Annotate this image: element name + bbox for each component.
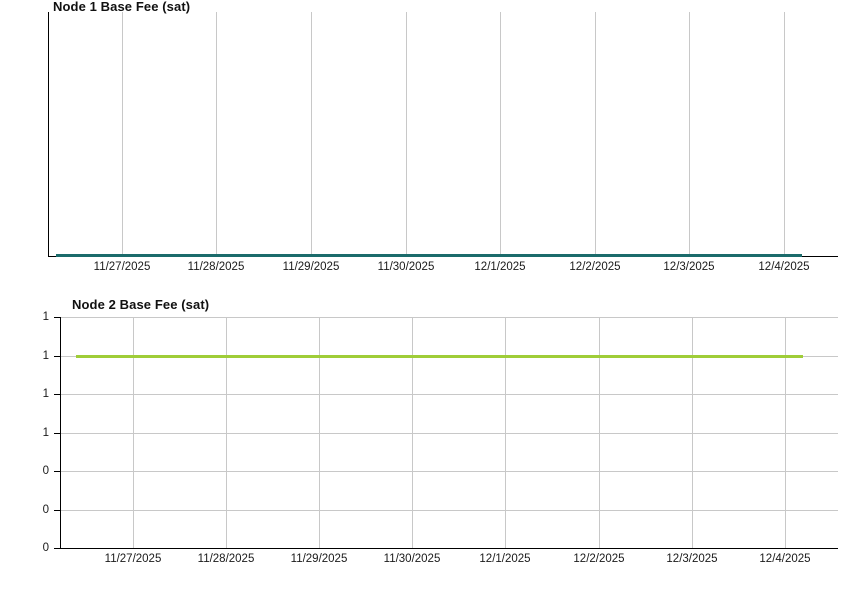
chart-node2-y-tick-mark [54,433,60,434]
chart-node1-gridline [595,12,596,256]
chart-node2-x-tick-label: 11/28/2025 [197,553,255,565]
chart-node2-x-axis [60,548,838,549]
chart-node2-y-tick-label: 0 [42,504,49,516]
chart-node1-gridline [500,12,501,256]
chart-node2-y-tick-mark [54,317,60,318]
chart-node1-gridline [784,12,785,256]
chart-node2-vertical-gridline [785,317,786,548]
chart-node2-base-fee: Node 2 Base Fee (sat) 1 1 1 1 0 0 0 11/27/2025… [0,297,860,587]
chart-node1-gridline [689,12,690,256]
chart-node1-base-fee: Node 1 Base Fee (sat) 11/27/2025 11/28/20… [0,0,860,285]
chart-node2-vertical-gridline [692,317,693,548]
chart-node2-horizontal-gridline [61,471,838,472]
chart-node2-horizontal-gridline [61,394,838,395]
chart-node1-x-tick-label: 11/27/2025 [93,261,151,273]
chart-node2-vertical-gridline [412,317,413,548]
chart-node1-gridline [311,12,312,256]
chart-node2-vertical-gridline [505,317,506,548]
chart-node2-x-tick-label: 11/27/2025 [104,553,162,565]
chart-node2-y-tick-mark [54,510,60,511]
chart-node2-vertical-gridline [133,317,134,548]
chart-node2-y-tick-mark [54,356,60,357]
chart-node2-horizontal-gridline [61,433,838,434]
chart-node2-horizontal-gridline [61,510,838,511]
chart-node2-vertical-gridline [319,317,320,548]
chart-node1-x-tick-label: 12/2/2025 [569,261,621,273]
chart-node1-x-tick-label: 12/4/2025 [758,261,810,273]
chart-node2-y-tick-label: 1 [42,388,49,400]
chart-node2-y-tick-label: 1 [42,350,49,362]
chart-node1-x-tick-label: 12/3/2025 [663,261,715,273]
chart-node2-y-tick-mark [54,548,60,549]
chart-node2-y-axis [60,317,61,549]
chart-node2-x-tick-label: 12/3/2025 [666,553,718,565]
chart-node2-series-line [76,355,803,358]
chart-node2-vertical-gridline [599,317,600,548]
chart-node1-gridline [216,12,217,256]
chart-node1-x-tick-label: 11/28/2025 [187,261,245,273]
chart-node2-x-tick-label: 12/2/2025 [573,553,625,565]
chart-node2-y-tick-mark [54,394,60,395]
chart-node1-series-line [56,254,802,257]
chart-node2-vertical-gridline [226,317,227,548]
chart-node2-x-tick-label: 11/29/2025 [290,553,348,565]
chart-node1-x-tick-label: 12/1/2025 [474,261,526,273]
chart-node2-x-tick-label: 12/4/2025 [759,553,811,565]
chart-node2-y-tick-mark [54,471,60,472]
chart-node2-y-tick-label: 0 [42,465,49,477]
chart-node1-gridline [406,12,407,256]
chart-node2-y-tick-label: 0 [42,542,49,554]
chart-node1-y-axis [48,12,49,257]
chart-node1-x-tick-label: 11/29/2025 [282,261,340,273]
chart-node2-title: Node 2 Base Fee (sat) [72,297,210,312]
chart-node2-x-tick-label: 12/1/2025 [479,553,531,565]
chart-node2-y-tick-label: 1 [42,427,49,439]
chart-node2-horizontal-gridline [61,317,838,318]
chart-node1-x-tick-label: 11/30/2025 [377,261,435,273]
chart-node1-title: Node 1 Base Fee (sat) [53,0,191,14]
chart-node2-y-tick-label: 1 [42,311,49,323]
chart-node2-x-tick-label: 11/30/2025 [383,553,441,565]
chart-node1-gridline [122,12,123,256]
